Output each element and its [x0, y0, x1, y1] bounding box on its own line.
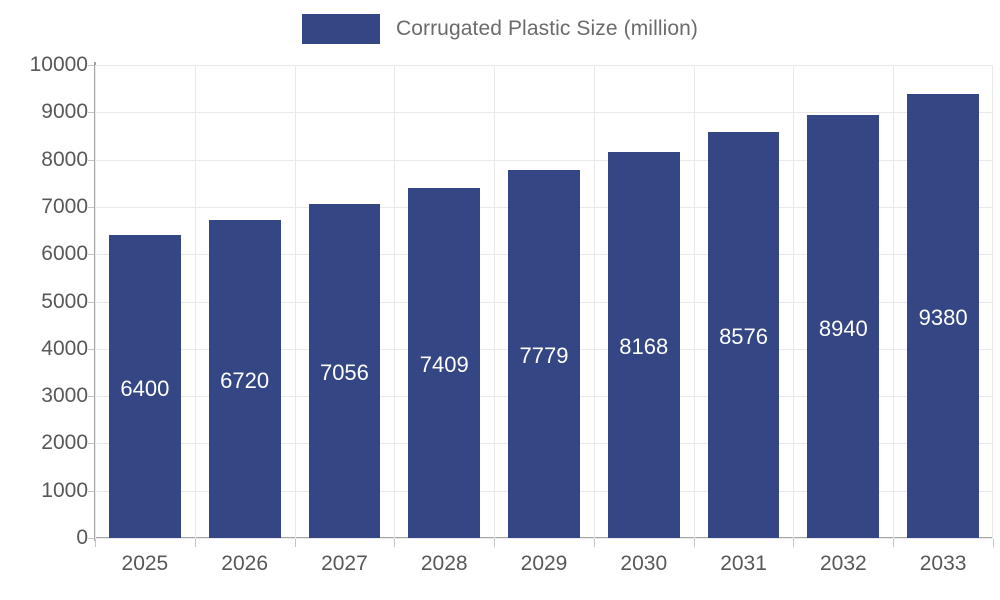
bar-value-label: 8940 [818, 315, 868, 341]
x-axis-tick-mark [294, 539, 296, 547]
bar[interactable] [308, 204, 381, 538]
bar-value-label: 8576 [719, 324, 769, 350]
bar-value-label: 8168 [619, 333, 669, 359]
y-axis-tick-mark [88, 65, 94, 66]
x-axis-tick-mark [893, 539, 895, 547]
y-axis-tick-label: 0 [76, 526, 88, 549]
bar-value-label: 9380 [918, 305, 968, 331]
x-axis-tick-mark [95, 539, 96, 547]
x-axis-tick-label: 2025 [121, 552, 169, 575]
x-gridline [194, 65, 196, 538]
bar-value-label: 7779 [519, 343, 569, 369]
y-axis-tick-mark [88, 301, 94, 303]
y-axis-tick-label: 3000 [41, 384, 88, 408]
x-gridline [793, 65, 795, 538]
y-axis-tick-mark [88, 348, 94, 350]
y-axis-tick-group: 0 1000 2000 3000 4000 5000 6000 7000 8000 9000 100… [0, 0, 94, 600]
y-axis-tick-label: 4000 [41, 336, 88, 360]
y-axis-tick-label: 2000 [41, 431, 88, 455]
x-gridline [693, 65, 695, 538]
x-axis-tick-mark [593, 539, 595, 547]
y-axis-tick-mark [88, 112, 94, 114]
bar[interactable] [807, 115, 880, 538]
y-gridline [95, 538, 993, 539]
y-axis-tick-label: 9000 [41, 100, 88, 124]
x-axis-tick-mark [394, 539, 396, 547]
x-axis-tick-label: 2031 [720, 552, 767, 575]
bar[interactable] [208, 220, 281, 538]
bar-value-label: 7409 [419, 351, 469, 377]
plot-area [95, 65, 993, 539]
x-axis-tick-label: 2030 [620, 552, 668, 575]
x-axis-tick-label: 2028 [420, 552, 468, 575]
y-axis-tick-label: 7000 [41, 194, 88, 218]
y-gridline [95, 112, 993, 114]
y-axis-tick-label: 1000 [41, 478, 88, 502]
chart-legend[interactable]: Corrugated Plastic Size (million) [0, 10, 1000, 48]
y-gridline [95, 65, 993, 66]
bar[interactable] [907, 94, 980, 538]
bar-value-label: 6720 [220, 368, 270, 394]
x-axis-tick-mark [194, 539, 196, 547]
x-axis-tick-label: 2033 [919, 552, 967, 575]
y-axis-tick-label: 10000 [29, 53, 88, 76]
x-axis-tick-mark [793, 539, 795, 547]
x-gridline [394, 65, 396, 538]
x-axis-tick-mark [494, 539, 496, 547]
bar-value-label: 7056 [319, 360, 369, 386]
y-axis-tick-mark [88, 396, 94, 398]
y-gridline [95, 159, 993, 161]
bar[interactable] [108, 235, 181, 538]
bar[interactable] [508, 170, 580, 538]
bar-value-label: 6400 [120, 375, 170, 401]
x-axis-tick-mark [993, 539, 994, 547]
x-axis-tick-label: 2029 [520, 552, 568, 575]
x-gridline [494, 65, 496, 538]
x-gridline [593, 65, 595, 538]
legend-color-swatch [301, 14, 380, 44]
x-gridline [893, 65, 895, 538]
y-axis-tick-mark [88, 490, 94, 492]
x-axis-tick-label: 2032 [819, 552, 867, 575]
y-axis-tick-mark [88, 538, 94, 539]
x-gridline [992, 65, 993, 538]
y-axis-tick-mark [88, 443, 94, 445]
x-axis-tick-label: 2027 [321, 552, 368, 575]
y-axis-tick-mark [88, 206, 94, 208]
bar[interactable] [408, 187, 481, 538]
y-axis-tick-label: 6000 [41, 242, 88, 266]
bar[interactable] [707, 132, 780, 538]
y-axis-tick-mark [88, 159, 94, 161]
y-axis-tick-mark [88, 254, 94, 256]
x-axis-tick-label: 2026 [221, 552, 269, 575]
x-gridline [294, 65, 296, 538]
y-axis-tick-label: 8000 [41, 147, 88, 171]
y-axis-tick-label: 5000 [41, 289, 88, 313]
bar[interactable] [607, 151, 680, 538]
x-gridline [95, 65, 96, 538]
legend-label: Corrugated Plastic Size (million) [395, 17, 699, 40]
x-axis-tick-mark [693, 539, 695, 547]
